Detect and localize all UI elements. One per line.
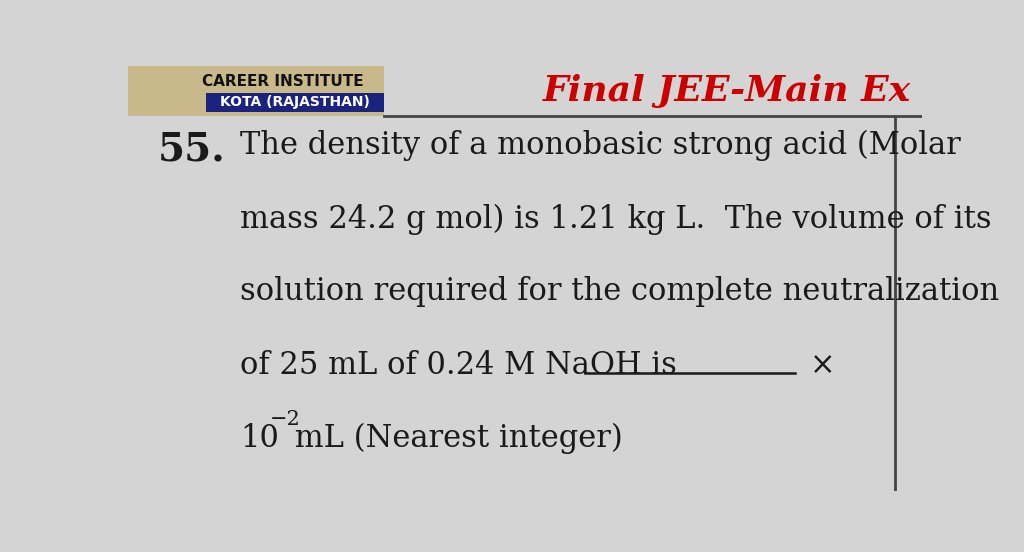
Text: ×: × (810, 349, 836, 380)
Text: mass 24.2 g mol) is 1.21 kg L.  The volume of its: mass 24.2 g mol) is 1.21 kg L. The volum… (241, 203, 992, 235)
Text: The density of a monobasic strong acid (Molar: The density of a monobasic strong acid (… (241, 130, 962, 161)
Text: of 25 mL of 0.24 M NaOH is: of 25 mL of 0.24 M NaOH is (241, 349, 677, 380)
Bar (206, 93, 384, 113)
Bar (190, 66, 384, 116)
Text: mL (Nearest integer): mL (Nearest integer) (286, 423, 623, 454)
Text: 10: 10 (241, 423, 280, 454)
Text: Final JEE-Main Ex: Final JEE-Main Ex (543, 75, 910, 108)
Text: CAREER INSTITUTE: CAREER INSTITUTE (202, 74, 364, 89)
Text: KOTA (RAJASTHAN): KOTA (RAJASTHAN) (220, 95, 370, 109)
Text: solution required for the complete neutralization: solution required for the complete neutr… (241, 277, 999, 307)
Text: −2: −2 (270, 411, 301, 429)
Bar (128, 66, 384, 116)
Text: 55.: 55. (158, 130, 225, 168)
